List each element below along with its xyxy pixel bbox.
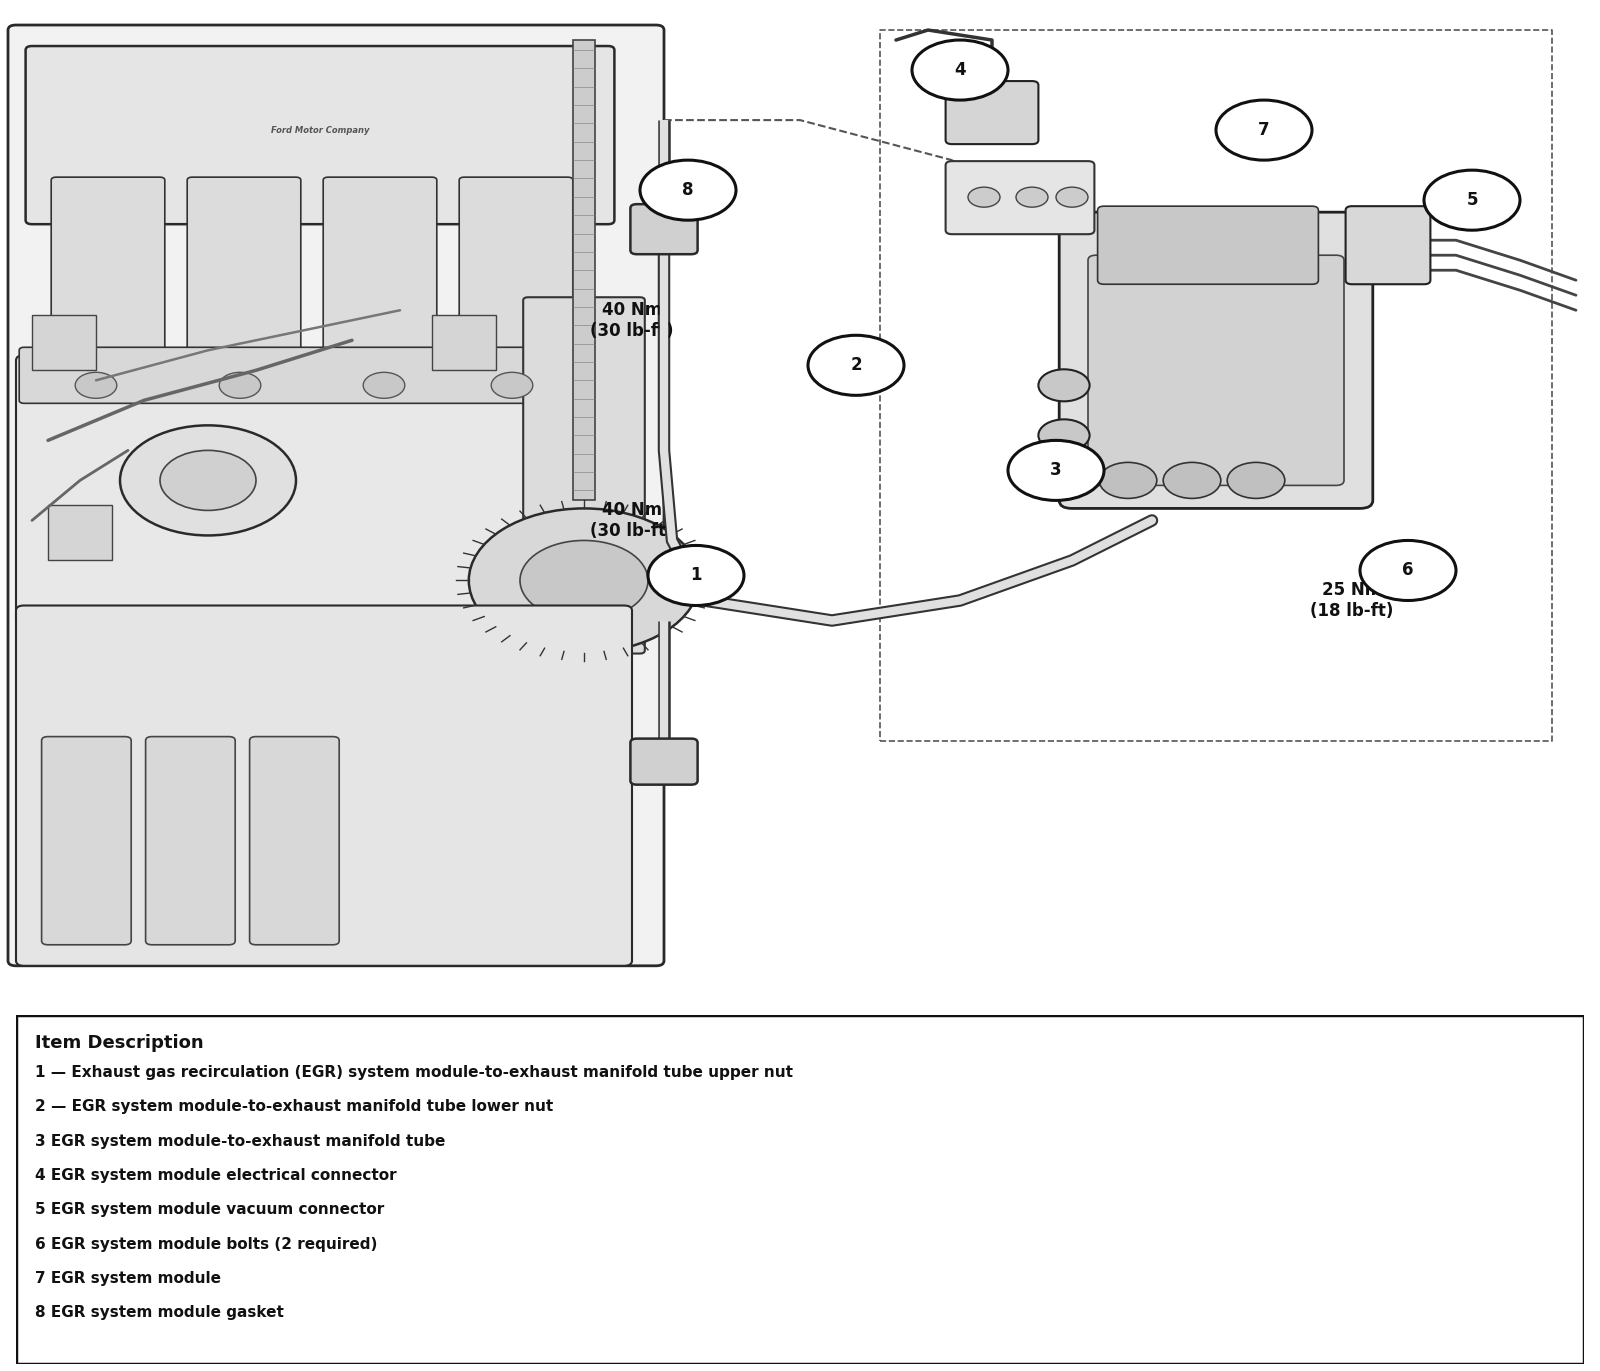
Circle shape (1016, 188, 1048, 207)
Circle shape (1163, 462, 1221, 499)
Text: 2: 2 (850, 356, 862, 374)
Text: 6: 6 (1402, 562, 1414, 580)
Circle shape (363, 373, 405, 399)
Circle shape (491, 373, 533, 399)
FancyBboxPatch shape (16, 606, 632, 965)
FancyBboxPatch shape (250, 736, 339, 945)
Text: 40 Nm
(30 lb-ft): 40 Nm (30 lb-ft) (590, 300, 674, 340)
Circle shape (1099, 462, 1157, 499)
Text: 6 EGR system module bolts (2 required): 6 EGR system module bolts (2 required) (35, 1237, 378, 1252)
Circle shape (648, 546, 744, 606)
Polygon shape (573, 40, 595, 500)
Text: 4: 4 (954, 62, 966, 80)
Text: 5 EGR system module vacuum connector: 5 EGR system module vacuum connector (35, 1202, 384, 1217)
Circle shape (1008, 440, 1104, 500)
FancyBboxPatch shape (946, 81, 1038, 144)
FancyBboxPatch shape (26, 47, 614, 225)
FancyBboxPatch shape (323, 177, 437, 384)
Circle shape (160, 450, 256, 510)
FancyBboxPatch shape (459, 177, 573, 384)
Text: 1: 1 (690, 566, 702, 584)
Circle shape (912, 40, 1008, 100)
Text: Ford Motor Company: Ford Motor Company (270, 126, 370, 134)
FancyBboxPatch shape (187, 177, 301, 384)
Circle shape (968, 188, 1000, 207)
FancyBboxPatch shape (1088, 255, 1344, 485)
Circle shape (640, 160, 736, 221)
FancyBboxPatch shape (1346, 206, 1430, 284)
FancyBboxPatch shape (19, 347, 629, 403)
Circle shape (469, 509, 699, 653)
Circle shape (520, 540, 648, 621)
Text: 25 Nm
(18 lb-ft): 25 Nm (18 lb-ft) (1310, 581, 1394, 620)
Circle shape (1227, 462, 1285, 499)
FancyBboxPatch shape (16, 355, 632, 625)
Circle shape (1056, 188, 1088, 207)
FancyBboxPatch shape (1059, 213, 1373, 509)
Circle shape (1424, 170, 1520, 230)
Circle shape (120, 425, 296, 536)
Text: 8 EGR system module gasket: 8 EGR system module gasket (35, 1305, 283, 1320)
Text: 1 — Exhaust gas recirculation (EGR) system module-to-exhaust manifold tube upper: 1 — Exhaust gas recirculation (EGR) syst… (35, 1065, 794, 1080)
FancyBboxPatch shape (42, 736, 131, 945)
FancyBboxPatch shape (1098, 206, 1318, 284)
Text: 2 — EGR system module-to-exhaust manifold tube lower nut: 2 — EGR system module-to-exhaust manifol… (35, 1100, 554, 1115)
Text: 3: 3 (1050, 462, 1062, 480)
Bar (48, 506, 112, 561)
Circle shape (1038, 369, 1090, 402)
FancyBboxPatch shape (630, 739, 698, 784)
Text: Item Description: Item Description (35, 1034, 203, 1052)
Bar (432, 315, 496, 370)
Circle shape (1360, 540, 1456, 600)
Text: 5: 5 (1466, 191, 1478, 210)
Text: 8: 8 (682, 181, 694, 199)
FancyBboxPatch shape (51, 177, 165, 384)
Circle shape (219, 373, 261, 399)
FancyBboxPatch shape (946, 162, 1094, 234)
FancyBboxPatch shape (630, 204, 698, 254)
Circle shape (75, 373, 117, 399)
FancyBboxPatch shape (146, 736, 235, 945)
FancyBboxPatch shape (8, 25, 664, 965)
Text: 4 EGR system module electrical connector: 4 EGR system module electrical connector (35, 1168, 397, 1183)
Text: 40 Nm
(30 lb-ft): 40 Nm (30 lb-ft) (590, 500, 674, 540)
Text: 3 EGR system module-to-exhaust manifold tube: 3 EGR system module-to-exhaust manifold … (35, 1134, 445, 1149)
FancyBboxPatch shape (523, 298, 645, 654)
Bar (32, 315, 96, 370)
Circle shape (808, 336, 904, 395)
Circle shape (1038, 420, 1090, 451)
Text: 7 EGR system module: 7 EGR system module (35, 1271, 221, 1286)
Text: 7: 7 (1258, 121, 1270, 138)
Circle shape (1216, 100, 1312, 160)
